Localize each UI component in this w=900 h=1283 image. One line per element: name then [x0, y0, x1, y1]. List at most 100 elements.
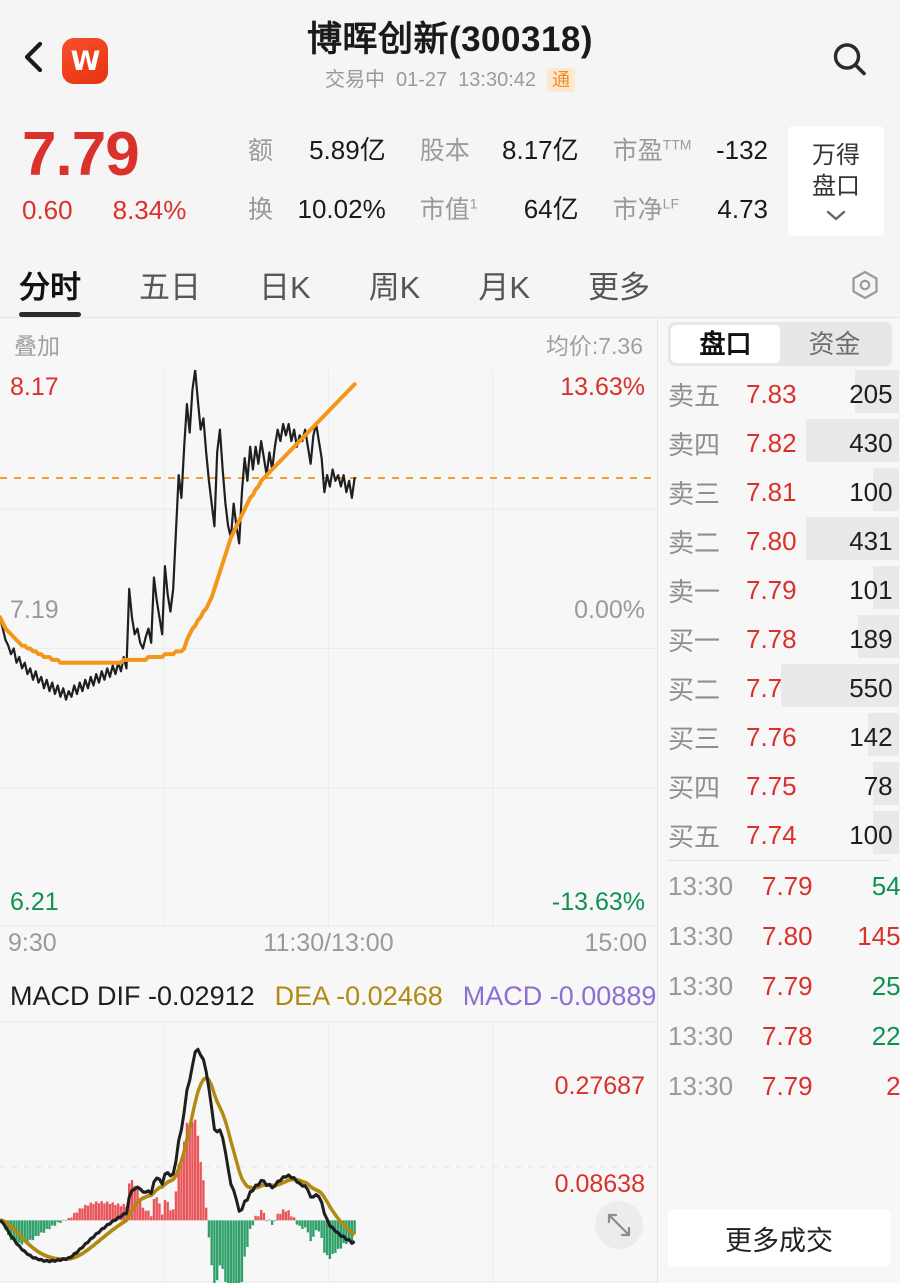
segment-orderbook[interactable]: 盘口: [671, 325, 780, 363]
axis-mid-price: 7.19: [10, 596, 59, 624]
trade-time: 13:30: [668, 870, 734, 901]
order-book-row[interactable]: 卖二 7.80 431: [658, 517, 900, 566]
trade-row[interactable]: 13:30 7.79 54: [658, 861, 900, 911]
order-book-level: 买二: [668, 675, 721, 705]
stat-sup-marketcap: 1: [469, 195, 478, 212]
order-book-row[interactable]: 卖四 7.82 430: [658, 419, 900, 468]
order-book-volume-cell: 78: [811, 762, 899, 805]
order-book-volume-cell: 100: [811, 468, 899, 511]
trade-row[interactable]: 13:30 7.79 25: [658, 961, 900, 1011]
order-book-volume-cell: 101: [811, 566, 899, 609]
back-button[interactable]: [14, 34, 54, 80]
tab-wuri[interactable]: 五日: [139, 270, 201, 305]
axis-low-pct: -13.63%: [551, 888, 645, 916]
order-book-volume: 101: [849, 575, 893, 605]
order-book-row[interactable]: 卖五 7.83 205: [658, 370, 900, 419]
order-book-volume: 100: [849, 477, 893, 507]
trade-price: 7.78: [762, 1020, 813, 1051]
order-book-row[interactable]: 卖一 7.79 101: [658, 566, 900, 615]
wind-panel-line1: 万得: [812, 141, 860, 169]
more-trades-button[interactable]: 更多成交: [668, 1209, 890, 1267]
order-book-volume-cell: 550: [780, 664, 899, 707]
order-book-row[interactable]: 卖三 7.81 100: [658, 468, 900, 517]
tab-zhouk[interactable]: 周K: [368, 270, 421, 305]
order-book-volume-bar: [806, 419, 899, 462]
order-book-volume-cell: 205: [811, 370, 899, 413]
order-book-volume-cell: 431: [806, 517, 899, 560]
order-book-volume: 431: [849, 526, 893, 556]
order-book-volume: 205: [849, 379, 893, 409]
app-header: W 博晖创新(300318) 交易中 01-27 13:30:42 通: [0, 0, 900, 112]
title-block: 博晖创新(300318) 交易中 01-27 13:30:42 通: [0, 18, 900, 93]
change-abs: 0.60: [22, 195, 73, 225]
wind-logo[interactable]: W: [62, 38, 108, 84]
trade-row[interactable]: 13:30 7.79 2: [658, 1061, 900, 1111]
order-book-volume-bar: [872, 762, 899, 805]
order-book-row[interactable]: 买五 7.74 100: [658, 811, 900, 860]
trade-price: 7.79: [762, 970, 813, 1001]
order-book-level: 卖二: [668, 528, 721, 558]
chart-settings-button[interactable]: [848, 268, 882, 302]
stat-key-pe: 市盈TTM: [612, 136, 692, 165]
order-book-volume: 550: [849, 673, 893, 703]
expand-chart-button[interactable]: [595, 1201, 643, 1249]
order-book-price: 7.83: [746, 379, 797, 409]
trade-volume: 145: [857, 920, 900, 951]
order-book-volume-bar: [872, 566, 899, 609]
stat-value-shares: 8.17亿: [502, 135, 579, 165]
change-pct: 8.34%: [112, 195, 187, 225]
tab-yuek[interactable]: 月K: [478, 270, 531, 305]
tab-rik[interactable]: 日K: [259, 270, 311, 305]
stat-sup-pb: LF: [662, 195, 679, 212]
status-badge: 通: [547, 68, 575, 92]
search-icon: [833, 43, 866, 76]
order-book-price: 7.79: [746, 575, 797, 605]
order-book-level: 买四: [668, 773, 721, 803]
axis-high-price: 8.17: [10, 373, 59, 401]
chart-column: 叠加 均价:7.36 8.17 13.63% 7.19 0.00% 6.21 -…: [0, 318, 657, 1283]
overlay-button[interactable]: 叠加: [14, 333, 60, 359]
order-book-level: 卖一: [668, 577, 721, 607]
order-book-row[interactable]: 买二 7.77 550: [658, 664, 900, 713]
chevron-down-icon: [825, 209, 847, 222]
order-book-volume-bar: [868, 713, 899, 756]
stat-value-pb: 4.73: [717, 194, 768, 224]
order-book-volume-cell: 142: [811, 713, 899, 756]
order-book-price: 7.74: [746, 820, 797, 850]
wind-logo-text: W: [70, 45, 101, 77]
chart-toolbar: 叠加 均价:7.36: [0, 318, 657, 370]
order-book-row[interactable]: 买四 7.75 78: [658, 762, 900, 811]
order-book: 卖五 7.83 205 卖四 7.82 430 卖三 7.81 100 卖二 7.80 431 卖一 7.…: [658, 370, 900, 860]
order-book-volume: 142: [849, 722, 893, 752]
time-axis: 9:30 11:30/13:00 15:00: [0, 927, 657, 971]
trade-row[interactable]: 13:30 7.80 145: [658, 911, 900, 961]
order-book-volume: 189: [849, 624, 893, 654]
search-button[interactable]: [822, 32, 878, 88]
stat-value-pe: -132: [715, 135, 768, 165]
axis-low-price: 6.21: [10, 888, 59, 916]
chevron-left-icon: [24, 41, 43, 73]
order-book-price: 7.76: [746, 722, 797, 752]
market-status-row: 交易中 01-27 13:30:42 通: [0, 67, 900, 93]
more-trades-wrap: 更多成交: [658, 1203, 900, 1283]
order-book-row[interactable]: 买三 7.76 142: [658, 713, 900, 762]
segment-capital[interactable]: 资金: [808, 329, 861, 359]
stat-value-amount: 5.89亿: [309, 135, 386, 165]
wind-orderbook-button[interactable]: 万得 盘口: [788, 126, 884, 236]
order-book-row[interactable]: 买一 7.78 189: [658, 615, 900, 664]
order-book-volume: 430: [849, 428, 893, 458]
tab-more[interactable]: 更多: [588, 270, 651, 305]
tab-fenshi[interactable]: 分时: [18, 252, 82, 317]
macd-dif-text: MACD DIF -0.02912: [10, 980, 255, 1011]
macd-chart[interactable]: 0.27687 0.08638: [0, 1021, 657, 1283]
order-book-level: 买三: [668, 724, 721, 754]
price-chart-plot: [0, 370, 657, 927]
order-book-volume-bar: [806, 517, 899, 560]
trade-row[interactable]: 13:30 7.78 22: [658, 1011, 900, 1061]
order-book-volume-cell: 430: [806, 419, 899, 462]
order-book-level: 买五: [668, 822, 721, 852]
order-book-level: 卖五: [668, 381, 721, 411]
wind-panel-line2: 盘口: [812, 172, 860, 200]
intraday-price-chart[interactable]: 8.17 13.63% 7.19 0.00% 6.21 -13.63%: [0, 370, 657, 927]
trade-time: 13:30: [668, 1070, 734, 1101]
